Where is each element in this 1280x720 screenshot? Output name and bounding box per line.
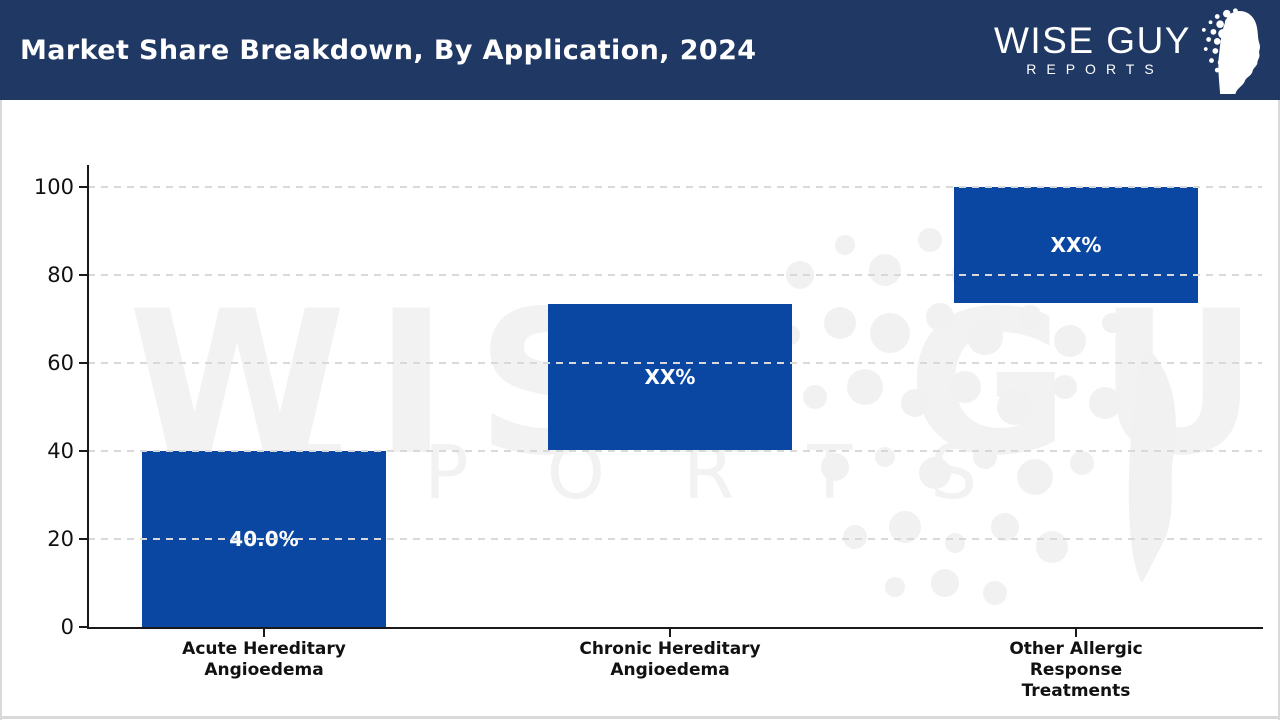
y-tick-label: 20	[47, 527, 74, 551]
page-border-bottom	[0, 716, 1280, 719]
y-tick-60	[79, 362, 88, 364]
category-label-acute-hereditary-angioedema: Acute Hereditary Angioedema	[134, 639, 394, 681]
bar-chronic-hereditary-angioedema: XX%	[548, 304, 792, 450]
x-tick-1	[263, 629, 265, 637]
gridline-40	[88, 450, 1262, 452]
category-line: Other Allergic	[1009, 639, 1143, 659]
page-border-right	[1278, 100, 1280, 720]
gridline-20	[88, 538, 1262, 540]
gridline-80	[88, 274, 1262, 276]
bar-value-label: XX%	[1050, 233, 1102, 257]
y-tick-100	[79, 186, 88, 188]
y-tick-label: 80	[47, 263, 74, 287]
category-line: Response	[1029, 660, 1123, 680]
y-tick-label: 40	[47, 439, 74, 463]
x-tick-3	[1075, 629, 1077, 637]
y-tick-label: 60	[47, 351, 74, 375]
page-title: Market Share Breakdown, By Application, …	[20, 34, 757, 66]
dotted-face-icon	[1201, 8, 1260, 94]
logo-text: WISE GUY REPORTS	[994, 22, 1191, 78]
category-line: Chronic Hereditary	[579, 639, 761, 659]
category-line: Angioedema	[204, 660, 324, 680]
header-bar: Market Share Breakdown, By Application, …	[0, 0, 1280, 100]
y-tick-label: 0	[60, 615, 74, 639]
y-tick-20	[79, 538, 88, 540]
x-tick-2	[669, 629, 671, 637]
y-tick-80	[79, 274, 88, 276]
category-label-other-allergic-response-treatments: Other Allergic Response Treatments	[946, 639, 1206, 702]
category-line: Angioedema	[610, 660, 730, 680]
gridline-60	[88, 362, 1262, 364]
logo-wordmark: WISE GUY	[993, 20, 1191, 61]
y-tick-0	[79, 626, 88, 628]
category-line: Treatments	[1021, 681, 1131, 701]
logo-subtitle: REPORTS	[1026, 61, 1164, 77]
y-tick-label: 100	[33, 175, 74, 199]
bar-other-allergic-response-treatments: XX%	[954, 187, 1198, 303]
x-axis-line	[87, 627, 1263, 629]
bar-value-label: XX%	[644, 365, 696, 389]
wise-guy-reports-logo: WISE GUY REPORTS	[994, 6, 1270, 94]
category-label-chronic-hereditary-angioedema: Chronic Hereditary Angioedema	[540, 639, 800, 681]
category-line: Acute Hereditary	[182, 639, 346, 659]
y-axis-line	[87, 165, 89, 629]
page-border-left	[0, 100, 2, 720]
gridline-100	[88, 186, 1262, 188]
y-tick-40	[79, 450, 88, 452]
